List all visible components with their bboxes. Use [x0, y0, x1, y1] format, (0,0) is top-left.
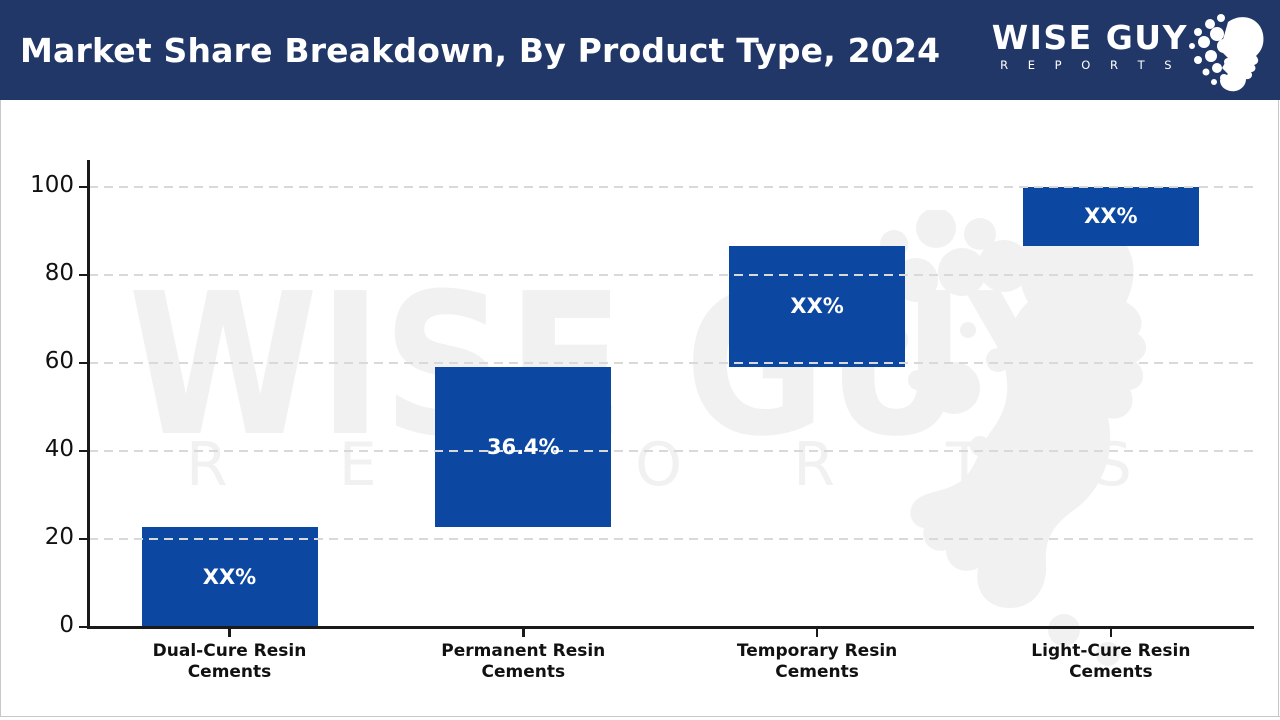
- gridline-80: [89, 274, 1253, 276]
- y-tick-mark: [79, 361, 88, 365]
- y-tick-mark: [79, 273, 88, 277]
- header: Market Share Breakdown, By Product Type,…: [0, 0, 1280, 100]
- watermark-head-icon: [868, 210, 1147, 666]
- y-tick-mark: [79, 537, 88, 541]
- y-tick-label: 80: [44, 260, 74, 286]
- gridline-100: [89, 186, 1253, 188]
- x-tick-mark: [522, 628, 525, 637]
- y-tick-mark: [79, 185, 88, 189]
- logo-wordmark: WISE GUY: [991, 18, 1188, 57]
- bar-value-label: XX%: [202, 565, 257, 590]
- right-border-line: [1278, 100, 1279, 716]
- bar-value-label: XX%: [1084, 204, 1138, 229]
- logo-reports-label: R E P O R T S: [1000, 58, 1180, 73]
- x-tick-label: Temporary Resin Cements: [736, 641, 898, 683]
- bar-value-label: 36.4%: [486, 435, 560, 460]
- gridline-20: [89, 538, 1253, 540]
- y-tick-label: 20: [44, 524, 74, 550]
- bar-value-label: XX%: [790, 294, 844, 319]
- bar-4: [1022, 187, 1199, 246]
- x-tick-mark: [1109, 628, 1113, 637]
- page-title: Market Share Breakdown, By Product Type,…: [20, 30, 941, 70]
- y-tick-label: 40: [44, 436, 74, 462]
- left-border-line: [0, 100, 1, 716]
- y-axis-spine: [87, 160, 90, 629]
- x-tick-label: Light-Cure Resin Cements: [1031, 641, 1191, 683]
- logo-face-icon: [1189, 14, 1264, 92]
- x-tick-mark: [228, 628, 231, 637]
- gridline-60: [89, 362, 1253, 364]
- bar-3: [729, 245, 906, 367]
- bar-2: [435, 366, 612, 528]
- x-axis-spine: [87, 625, 1254, 629]
- y-tick-label: 100: [30, 172, 74, 198]
- chart-area: WISE GUY R E P O R T S 020406080100XX%Du…: [0, 100, 1280, 720]
- y-tick-label: 0: [59, 612, 74, 638]
- bottom-border-line: [0, 716, 1280, 717]
- logo-text: WISE GUY R E P O R T S: [991, 18, 1188, 73]
- y-tick-mark: [79, 625, 88, 629]
- wise-guy-logo: WISE GUY R E P O R T S: [992, 6, 1266, 96]
- x-tick-label: Permanent Resin Cements: [441, 641, 606, 683]
- y-tick-mark: [79, 449, 88, 453]
- x-tick-mark: [815, 628, 819, 637]
- bar-1: [141, 527, 318, 627]
- gridline-40: [89, 450, 1253, 452]
- y-tick-label: 60: [44, 348, 74, 374]
- x-tick-label: Dual-Cure Resin Cements: [152, 641, 307, 683]
